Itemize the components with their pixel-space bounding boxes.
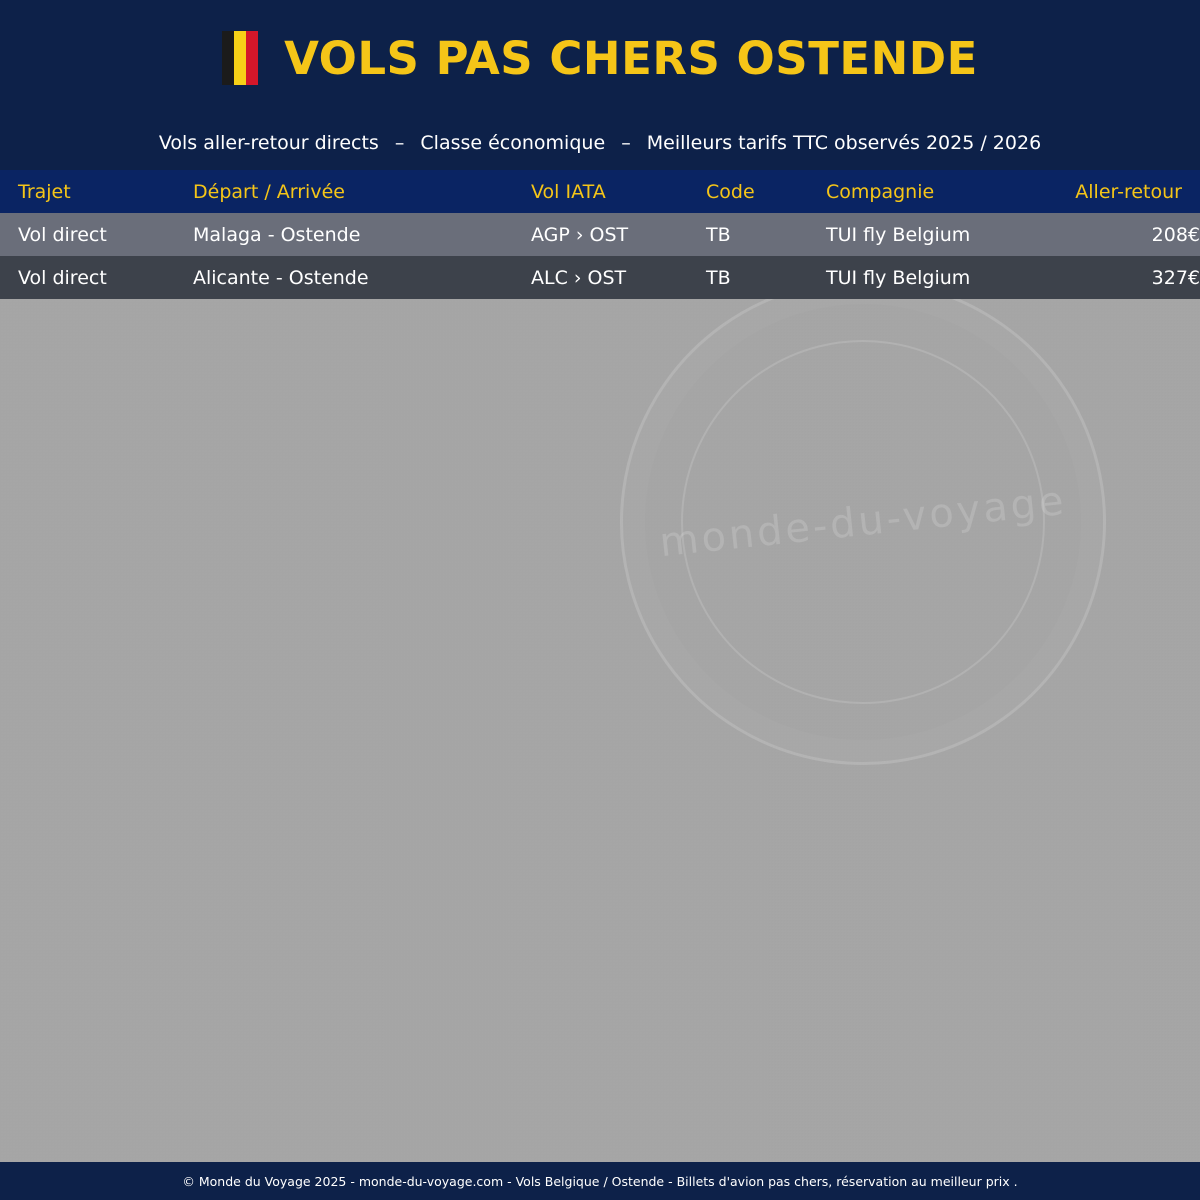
belgium-flag-icon bbox=[222, 31, 259, 85]
cell-route[interactable]: Alicante - Ostende bbox=[193, 266, 369, 289]
table-header-row: Trajet Départ / Arrivée Vol IATA Code Co… bbox=[0, 170, 1200, 213]
column-header-company[interactable]: Compagnie bbox=[826, 180, 935, 203]
cell-code: TB bbox=[706, 266, 731, 289]
cell-code: TB bbox=[706, 223, 731, 246]
subtitle-part-1: Vols aller-retour directs bbox=[158, 132, 379, 154]
column-header-trajet[interactable]: Trajet bbox=[18, 180, 71, 203]
cell-iata: AGP › OST bbox=[531, 223, 629, 246]
table-row[interactable]: Vol direct Malaga - Ostende AGP › OST TB… bbox=[0, 213, 1200, 256]
subtitle-bar: Vols aller-retour directs – Classe écono… bbox=[0, 116, 1200, 170]
cell-price: 208€ bbox=[1151, 223, 1200, 246]
cell-iata: ALC › OST bbox=[531, 266, 627, 289]
subtitle-part-2: Classe économique bbox=[420, 132, 606, 154]
column-header-route[interactable]: Départ / Arrivée bbox=[193, 180, 345, 203]
cell-price: 327€ bbox=[1151, 266, 1200, 289]
column-header-price[interactable]: Aller-retour bbox=[1075, 180, 1182, 203]
page-header: VOLS PAS CHERS OSTENDE bbox=[0, 0, 1200, 116]
footer-text: © Monde du Voyage 2025 - monde-du-voyage… bbox=[182, 1173, 1018, 1189]
table-body: Vol direct Malaga - Ostende AGP › OST TB… bbox=[0, 213, 1200, 299]
table-header: Trajet Départ / Arrivée Vol IATA Code Co… bbox=[0, 170, 1200, 213]
watermark-text: monde-du-voyage bbox=[657, 477, 1069, 567]
cell-company[interactable]: TUI fly Belgium bbox=[826, 266, 971, 289]
subtitle-separator-2: – bbox=[621, 132, 631, 154]
cell-route[interactable]: Malaga - Ostende bbox=[193, 223, 361, 246]
page-title: VOLS PAS CHERS OSTENDE bbox=[284, 31, 978, 85]
content-area: monde-du-voyage bbox=[0, 299, 1200, 1162]
column-header-iata[interactable]: Vol IATA bbox=[531, 180, 606, 203]
subtitle-text: Vols aller-retour directs – Classe écono… bbox=[159, 132, 1041, 154]
flights-table: Trajet Départ / Arrivée Vol IATA Code Co… bbox=[0, 170, 1200, 299]
subtitle-separator-1: – bbox=[394, 132, 405, 154]
table-row[interactable]: Vol direct Alicante - Ostende ALC › OST … bbox=[0, 256, 1200, 299]
cell-trajet: Vol direct bbox=[18, 223, 107, 246]
cell-company[interactable]: TUI fly Belgium bbox=[826, 223, 971, 246]
cell-trajet: Vol direct bbox=[18, 266, 107, 289]
column-header-code[interactable]: Code bbox=[706, 180, 755, 203]
page-footer: © Monde du Voyage 2025 - monde-du-voyage… bbox=[0, 1162, 1200, 1200]
subtitle-part-3: Meilleurs tarifs TTC observés 2025 / 202… bbox=[646, 132, 1042, 154]
